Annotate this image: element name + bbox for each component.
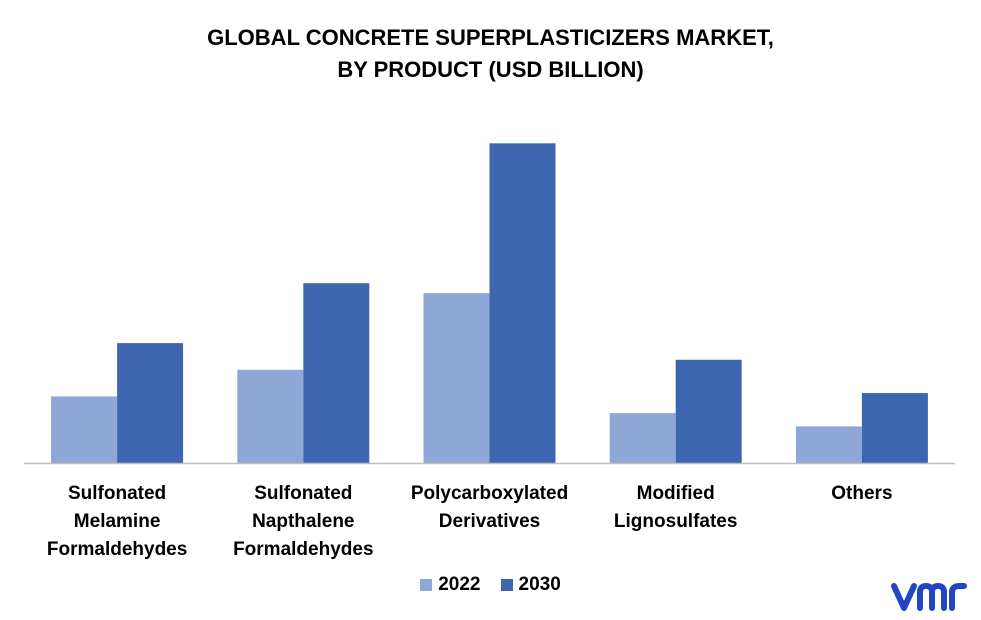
category-label: Modified Lignosulfates (613, 483, 738, 532)
bar-2030-3 (675, 359, 742, 463)
category-label: Others (831, 483, 893, 504)
vmr-logo (891, 583, 967, 611)
category-label: Polycarboxylated Derivatives (410, 483, 569, 532)
legend-item-2022: 2022 (420, 574, 481, 596)
bar-2022-1 (237, 369, 304, 463)
bar-2022-4 (795, 426, 862, 463)
legend-item-2030: 2030 (500, 574, 561, 596)
legend-swatch-2030 (500, 579, 513, 591)
chart-title-line-2: BY PRODUCT (USD BILLION) (337, 57, 644, 82)
bar-2030-0 (117, 343, 184, 463)
bar-2022-3 (609, 413, 676, 463)
category-label: Sulfonated Napthalene Formaldehydes (233, 483, 374, 560)
bar-2022-2 (423, 293, 490, 463)
bar-2030-2 (489, 143, 556, 463)
legend-label-2030: 2030 (518, 574, 561, 595)
legend-label-2022: 2022 (438, 574, 481, 595)
bars-group (51, 143, 928, 463)
legend-swatch-2022 (420, 579, 433, 591)
bar-2030-1 (303, 283, 370, 463)
legend: 2022 2030 (0, 574, 981, 596)
chart-title-line-1: GLOBAL CONCRETE SUPERPLASTICIZERS MARKET… (207, 25, 774, 50)
bar-2030-4 (861, 393, 928, 463)
category-label: Sulfonated Melamine Formaldehydes (46, 483, 188, 560)
bar-2022-0 (51, 396, 118, 463)
chart-title: GLOBAL CONCRETE SUPERPLASTICIZERS MARKET… (0, 22, 981, 86)
